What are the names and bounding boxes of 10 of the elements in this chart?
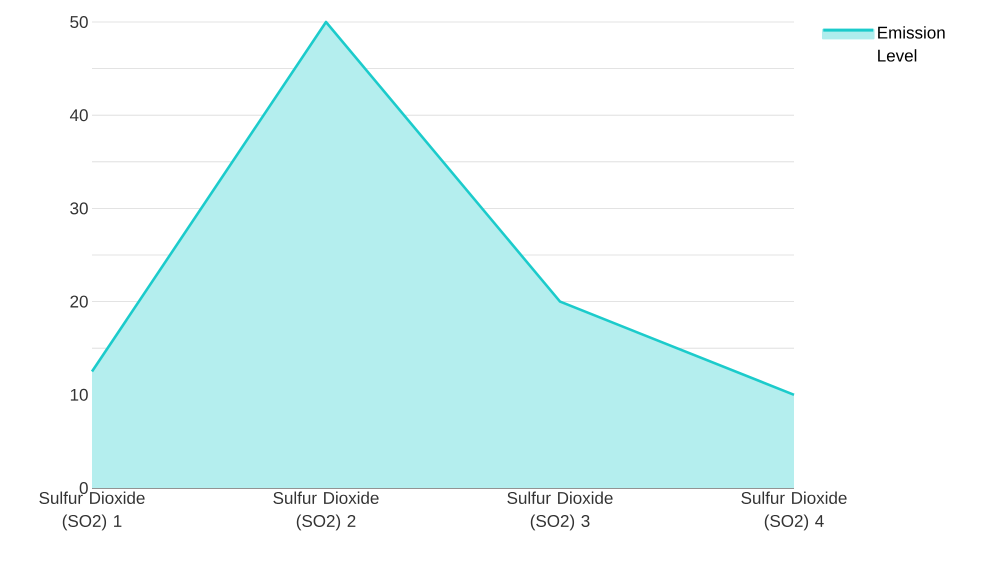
y-tick-label: 50 <box>70 16 88 28</box>
y-tick-label: 0 <box>80 482 88 494</box>
x-tick-label: Sulfur Dioxide (SO2) 2 <box>273 492 379 530</box>
y-tick-label: 30 <box>70 202 88 214</box>
x-tick-label: Sulfur Dioxide (SO2) 4 <box>741 492 847 530</box>
x-tick-label: Sulfur Dioxide (SO2) 3 <box>507 492 613 530</box>
y-tick-label: 20 <box>70 296 88 308</box>
y-tick-label: 10 <box>70 388 88 401</box>
y-tick-label: 40 <box>70 109 88 122</box>
legend-label: Emission Level <box>878 26 945 62</box>
